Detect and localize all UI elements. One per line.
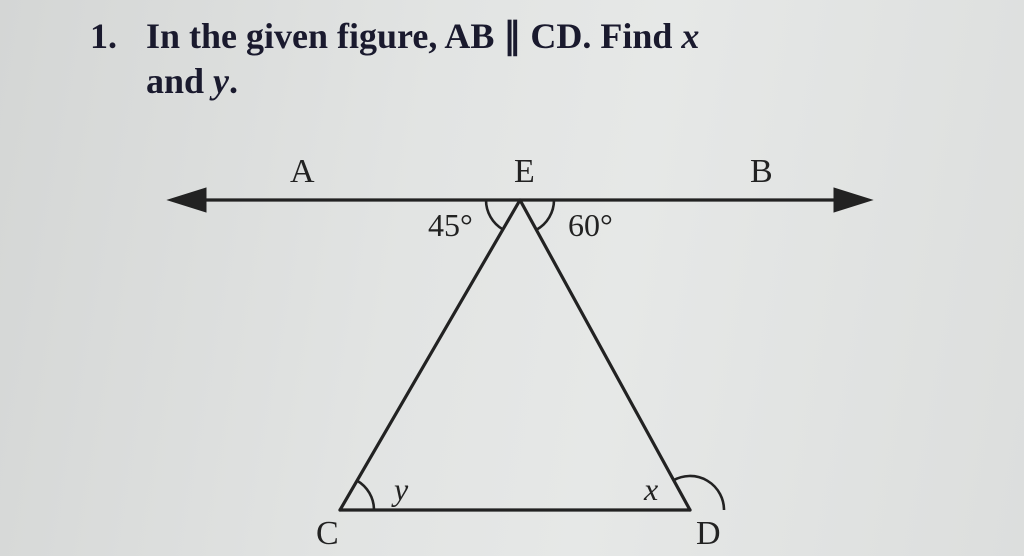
- label-d: D: [696, 515, 721, 552]
- arc-angle-bed: [537, 200, 555, 230]
- label-e: E: [514, 153, 535, 190]
- label-b: B: [750, 153, 773, 190]
- arrowhead-b: [834, 188, 872, 212]
- q-line2-before: and: [146, 61, 213, 101]
- question-text: 1.In the given figure, AB ∥ CD. Find x a…: [90, 14, 984, 104]
- q-line1-before: In the given figure, AB: [146, 16, 503, 56]
- parallel-symbol: ∥: [503, 16, 521, 56]
- segment-ed: [520, 200, 690, 510]
- arc-angle-aec: [486, 200, 503, 229]
- page: 1.In the given figure, AB ∥ CD. Find x a…: [0, 0, 1024, 556]
- question-line-2: and y.: [146, 59, 984, 104]
- diagram-svg: A E B C D 45° 60° y x: [150, 140, 890, 540]
- geometry-diagram: A E B C D 45° 60° y x: [150, 140, 890, 540]
- q-line2-after: .: [229, 61, 238, 101]
- angle-y-var: y: [391, 471, 409, 507]
- variable-y: y: [213, 61, 229, 101]
- angle-x-var: x: [643, 471, 658, 507]
- q-line1-after: CD. Find: [521, 16, 681, 56]
- question-line-1: In the given figure, AB ∥ CD. Find x: [146, 16, 699, 56]
- angle-bed-value: 60°: [568, 207, 613, 243]
- question-number: 1.: [90, 14, 146, 59]
- arrowhead-a: [168, 188, 206, 212]
- arc-angle-ecd: [357, 481, 374, 510]
- variable-x: x: [681, 16, 699, 56]
- label-c: C: [316, 515, 339, 552]
- angle-aec-value: 45°: [428, 207, 473, 243]
- segment-ec: [340, 200, 520, 510]
- label-a: A: [290, 153, 315, 190]
